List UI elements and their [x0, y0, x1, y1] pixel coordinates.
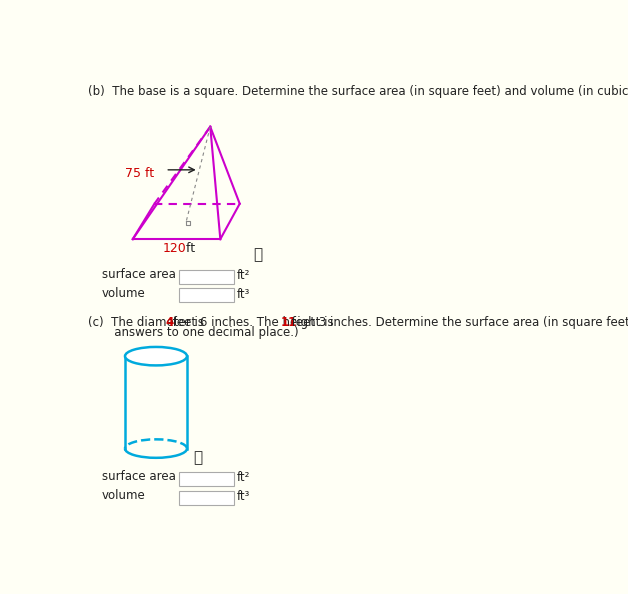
- Bar: [179, 289, 234, 302]
- Text: feet 3 inches. Determine the surface area (in square feet) and volume (in cubic : feet 3 inches. Determine the surface are…: [288, 316, 628, 329]
- Text: ft²: ft²: [237, 471, 250, 484]
- Text: feet 6 inches. The height is: feet 6 inches. The height is: [170, 316, 338, 329]
- Bar: [179, 472, 234, 485]
- Text: ⓘ: ⓘ: [193, 450, 202, 465]
- Text: (c)  The diameter is: (c) The diameter is: [88, 316, 207, 329]
- Text: ⓘ: ⓘ: [253, 247, 262, 262]
- Text: ft²: ft²: [237, 269, 250, 282]
- Text: answers to one decimal place.): answers to one decimal place.): [88, 326, 298, 339]
- Text: 120: 120: [162, 242, 186, 255]
- Ellipse shape: [125, 347, 187, 365]
- Text: volume: volume: [102, 287, 146, 300]
- Text: ft³: ft³: [237, 287, 250, 301]
- Text: surface area: surface area: [102, 470, 176, 483]
- Text: ft³: ft³: [237, 490, 250, 503]
- Text: surface area: surface area: [102, 268, 176, 282]
- Text: 11: 11: [281, 316, 296, 329]
- Bar: [179, 491, 234, 505]
- Text: 4: 4: [166, 316, 174, 329]
- Text: volume: volume: [102, 489, 146, 503]
- Text: ft: ft: [182, 242, 195, 255]
- Text: 75 ft: 75 ft: [125, 167, 154, 180]
- Text: (b)  The base is a square. Determine the surface area (in square feet) and volum: (b) The base is a square. Determine the …: [88, 85, 628, 98]
- Bar: [179, 270, 234, 284]
